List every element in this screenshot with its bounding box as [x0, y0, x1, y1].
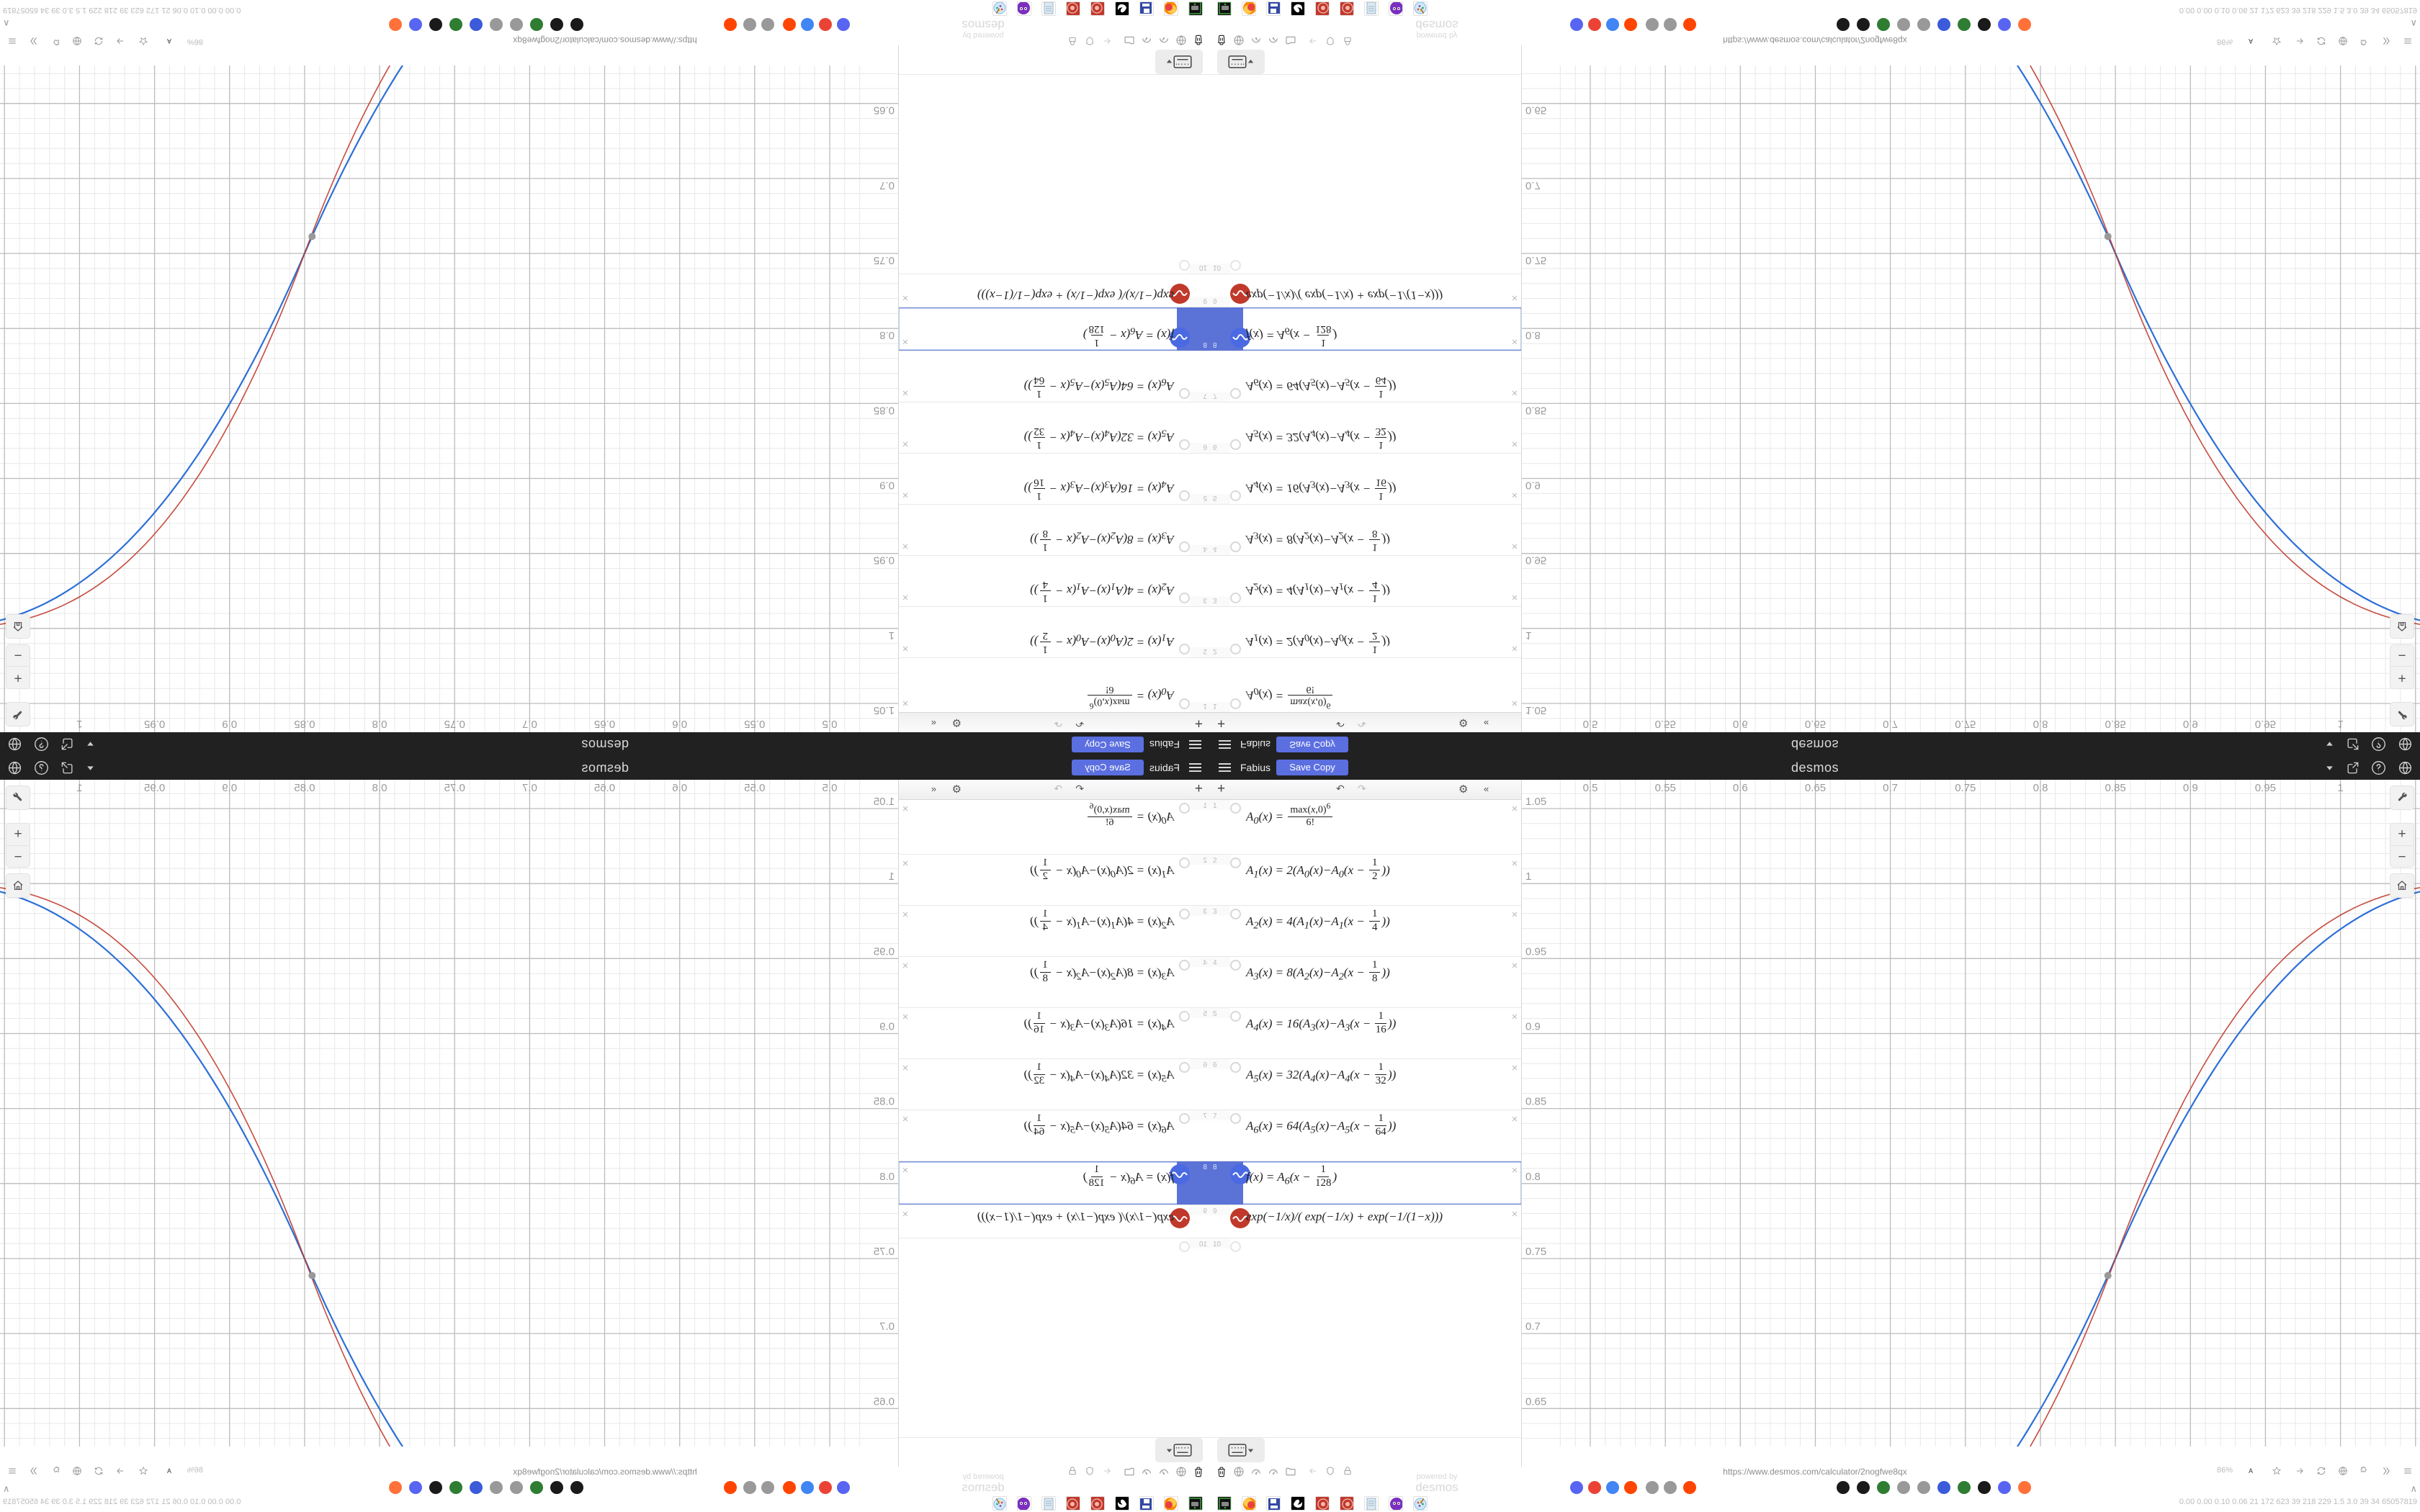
svg-text:0.7: 0.7	[879, 179, 895, 192]
svg-text:0.7: 0.7	[522, 718, 537, 730]
svg-text:0.6: 0.6	[1733, 718, 1748, 730]
svg-text:0.65: 0.65	[594, 782, 615, 794]
svg-text:0.95: 0.95	[2255, 782, 2276, 794]
svg-text:0.55: 0.55	[1655, 718, 1676, 730]
svg-text:0.5: 0.5	[823, 718, 838, 730]
svg-text:1: 1	[889, 870, 895, 883]
svg-text:0.95: 0.95	[144, 782, 165, 794]
svg-text:1: 1	[2337, 782, 2343, 794]
svg-text:0.9: 0.9	[1525, 1021, 1541, 1033]
svg-text:0.85: 0.85	[294, 782, 315, 794]
svg-text:0.8: 0.8	[1525, 329, 1541, 341]
svg-text:0.75: 0.75	[1955, 718, 1976, 730]
svg-text:0.6: 0.6	[672, 782, 687, 794]
svg-text:A: A	[167, 1467, 171, 1475]
svg-text:1: 1	[889, 629, 895, 642]
svg-text:0.65: 0.65	[1525, 104, 1546, 117]
svg-text:0.85: 0.85	[2105, 718, 2125, 730]
svg-text:0.55: 0.55	[744, 782, 765, 794]
svg-text:0.95: 0.95	[1525, 554, 1546, 567]
svg-text:1: 1	[76, 782, 82, 794]
svg-text:0.95: 0.95	[874, 945, 895, 958]
svg-text:0.75: 0.75	[444, 718, 465, 730]
svg-text:0.8: 0.8	[372, 782, 387, 794]
svg-text:0.5: 0.5	[823, 782, 838, 794]
svg-text:0.7: 0.7	[1883, 782, 1898, 794]
svg-text:0.9: 0.9	[879, 1021, 895, 1033]
svg-text:0.95: 0.95	[1525, 945, 1546, 958]
svg-text:0.85: 0.85	[1525, 404, 1546, 416]
svg-text:0.65: 0.65	[594, 718, 615, 730]
svg-text:1.05: 1.05	[874, 704, 895, 716]
svg-text:0.75: 0.75	[874, 254, 895, 266]
svg-text:0.75: 0.75	[444, 782, 465, 794]
svg-text:0.75: 0.75	[874, 1246, 895, 1258]
svg-text:0.95: 0.95	[144, 718, 165, 730]
svg-text:A: A	[167, 37, 171, 45]
svg-text:0.85: 0.85	[874, 1096, 895, 1108]
svg-text:0.65: 0.65	[1805, 718, 1826, 730]
svg-text:0.9: 0.9	[879, 480, 895, 492]
svg-text:0.9: 0.9	[2183, 718, 2198, 730]
svg-text:0.75: 0.75	[1525, 1246, 1546, 1258]
svg-text:1: 1	[1525, 629, 1531, 642]
svg-text:0.9: 0.9	[2183, 782, 2198, 794]
svg-text:1: 1	[1525, 870, 1531, 883]
svg-text:1.05: 1.05	[1525, 796, 1546, 808]
svg-text:0.7: 0.7	[1883, 718, 1898, 730]
svg-text:0.95: 0.95	[2255, 718, 2276, 730]
svg-text:0.7: 0.7	[522, 782, 537, 794]
svg-text:0.85: 0.85	[294, 718, 315, 730]
svg-text:0.65: 0.65	[1805, 782, 1826, 794]
svg-text:0.6: 0.6	[1733, 782, 1748, 794]
svg-text:0.55: 0.55	[1655, 782, 1676, 794]
svg-text:0.5: 0.5	[1583, 782, 1598, 794]
svg-text:0.8: 0.8	[1525, 1171, 1541, 1183]
svg-text:0.75: 0.75	[1955, 782, 1976, 794]
svg-text:1: 1	[2337, 718, 2343, 730]
svg-text:0.9: 0.9	[1525, 480, 1541, 492]
svg-text:0.7: 0.7	[879, 1320, 895, 1333]
svg-text:0.85: 0.85	[874, 404, 895, 416]
svg-text:A: A	[2249, 1467, 2253, 1475]
svg-text:0.8: 0.8	[879, 329, 895, 341]
svg-text:0.75: 0.75	[1525, 254, 1546, 266]
svg-text:0.8: 0.8	[2033, 718, 2048, 730]
svg-text:0.85: 0.85	[1525, 1096, 1546, 1108]
svg-text:0.8: 0.8	[372, 718, 387, 730]
svg-text:0.5: 0.5	[1583, 718, 1598, 730]
svg-text:1.05: 1.05	[874, 796, 895, 808]
svg-text:0.65: 0.65	[1525, 1395, 1546, 1408]
svg-text:0.7: 0.7	[1525, 179, 1541, 192]
svg-text:A: A	[2249, 37, 2253, 45]
svg-text:0.8: 0.8	[879, 1171, 895, 1183]
svg-text:0.7: 0.7	[1525, 1320, 1541, 1333]
svg-text:0.9: 0.9	[222, 782, 237, 794]
svg-text:0.9: 0.9	[222, 718, 237, 730]
svg-text:0.6: 0.6	[672, 718, 687, 730]
svg-text:0.55: 0.55	[744, 718, 765, 730]
svg-text:0.95: 0.95	[874, 554, 895, 567]
svg-text:0.65: 0.65	[874, 1395, 895, 1408]
svg-text:0.85: 0.85	[2105, 782, 2125, 794]
svg-text:1.05: 1.05	[1525, 704, 1546, 716]
svg-text:1: 1	[76, 718, 82, 730]
svg-text:0.65: 0.65	[874, 104, 895, 117]
svg-text:0.8: 0.8	[2033, 782, 2048, 794]
